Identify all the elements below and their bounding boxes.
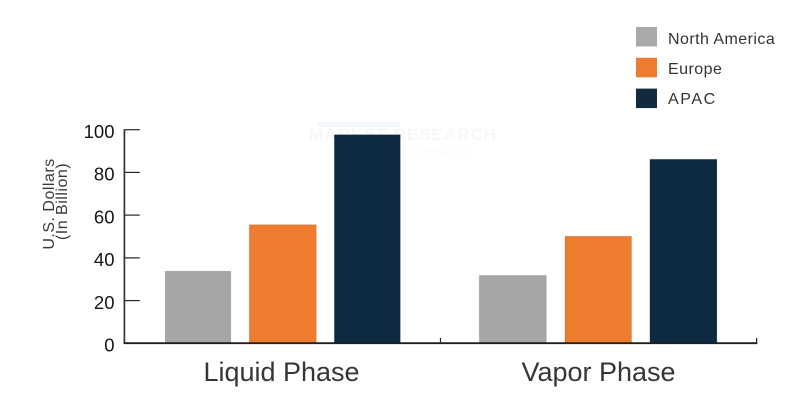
svg-text:80: 80: [94, 164, 115, 185]
svg-text:Liquid Phase: Liquid Phase: [203, 357, 359, 387]
svg-text:60: 60: [94, 206, 115, 227]
svg-text:U.S. Dollars (In Billion: U.S. Dollars (In Billion): [41, 153, 71, 249]
svg-text:North America: North America: [668, 31, 775, 48]
svg-text:20: 20: [94, 292, 115, 313]
svg-text:APAC: APAC: [668, 91, 717, 108]
svg-text:0: 0: [104, 334, 114, 355]
svg-text:100: 100: [84, 121, 115, 142]
svg-text:Europe: Europe: [668, 61, 722, 78]
svg-text:40: 40: [94, 249, 115, 270]
svg-text:COMPANY: COMPANY: [402, 146, 471, 158]
svg-text:Vapor Phase: Vapor Phase: [521, 357, 675, 387]
